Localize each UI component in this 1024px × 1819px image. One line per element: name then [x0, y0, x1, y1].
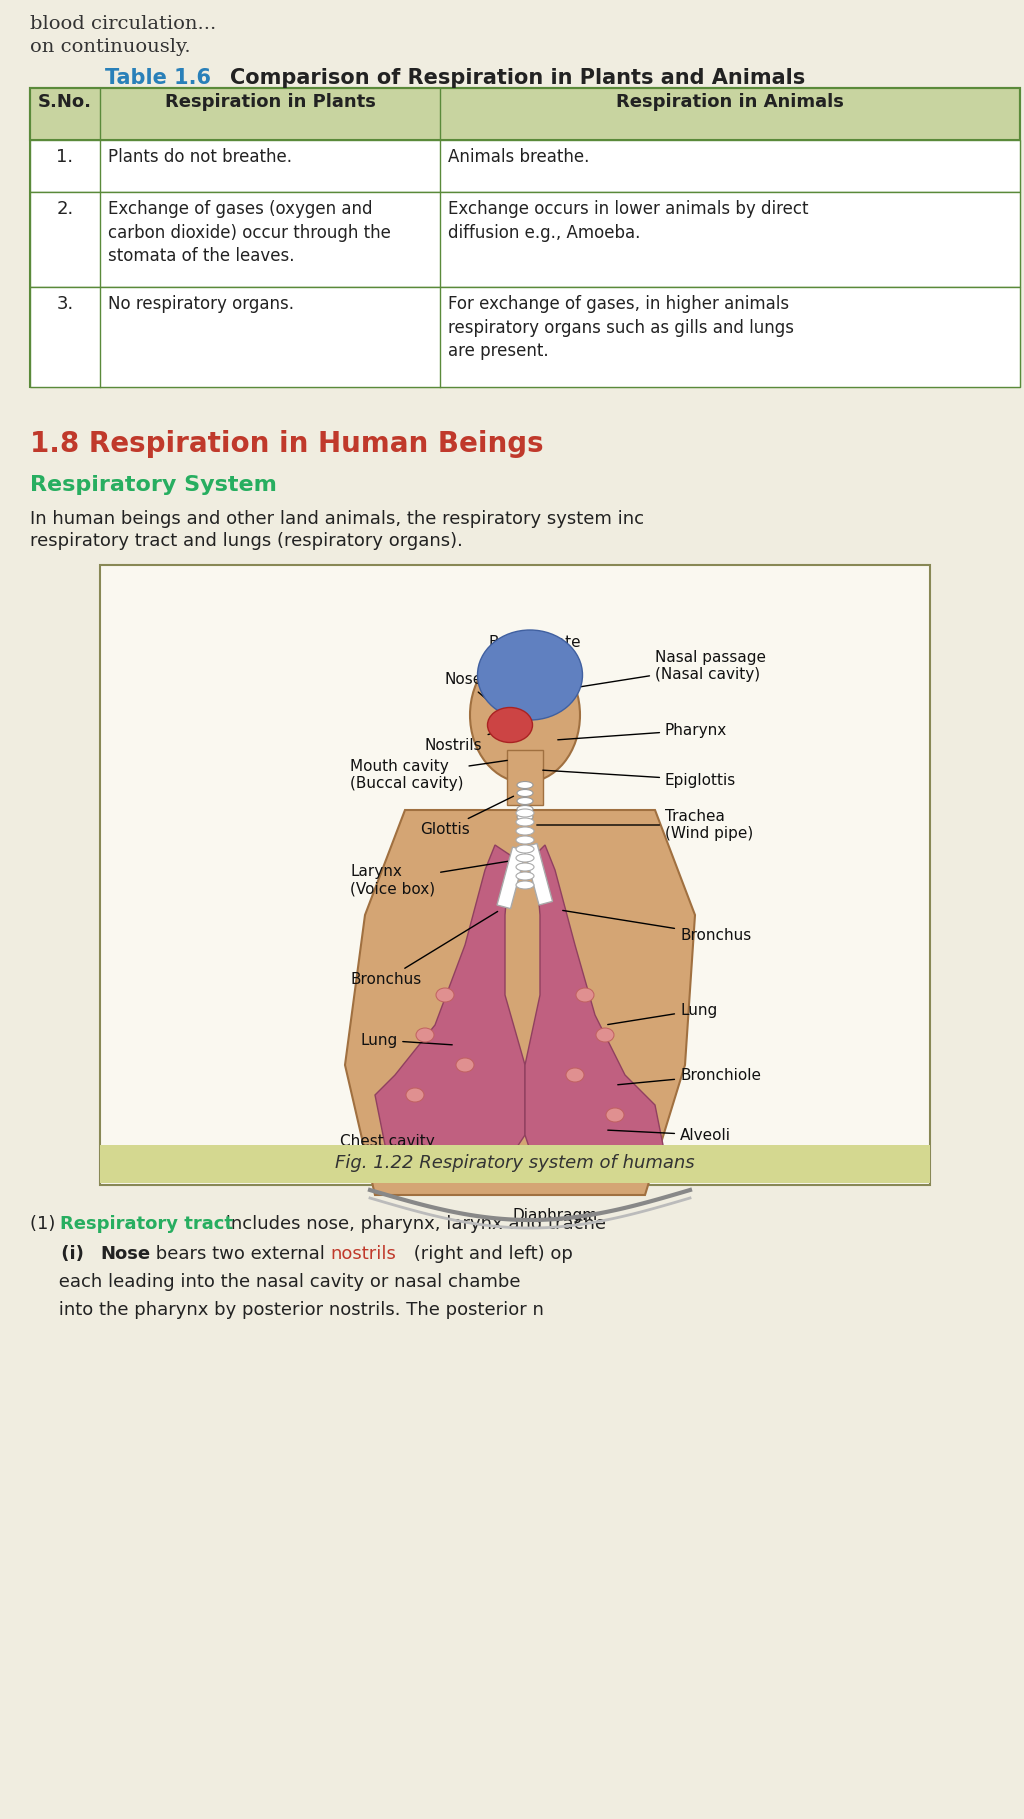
Text: No respiratory organs.: No respiratory organs. [108, 295, 294, 313]
Text: (i): (i) [30, 1244, 90, 1262]
Ellipse shape [487, 708, 532, 742]
Polygon shape [375, 846, 525, 1175]
Text: Respiratory tract: Respiratory tract [60, 1215, 233, 1233]
Ellipse shape [516, 862, 534, 871]
Ellipse shape [516, 846, 534, 853]
Bar [100, 1144, 930, 1182]
Text: Nose: Nose [100, 1244, 151, 1262]
Text: (right and left) op: (right and left) op [408, 1244, 572, 1262]
Bar [30, 193, 1020, 287]
Bar [30, 287, 1020, 387]
Text: blood circulation...: blood circulation... [30, 15, 216, 33]
Bar [507, 749, 543, 806]
Ellipse shape [606, 1108, 624, 1122]
FancyBboxPatch shape [30, 87, 1020, 140]
Text: each leading into the nasal cavity or nasal chambe: each leading into the nasal cavity or na… [30, 1273, 520, 1291]
Bar [100, 566, 930, 1184]
Text: on continuously.: on continuously. [30, 38, 190, 56]
Text: into the pharynx by posterior nostrils. The posterior n: into the pharynx by posterior nostrils. … [30, 1301, 544, 1319]
Polygon shape [345, 809, 695, 1195]
Text: Respiration in Animals: Respiration in Animals [616, 93, 844, 111]
Ellipse shape [516, 809, 534, 817]
Text: Respiratory System: Respiratory System [30, 475, 276, 495]
Ellipse shape [575, 988, 594, 1002]
Text: Bronchus: Bronchus [350, 911, 498, 988]
Ellipse shape [517, 813, 534, 820]
Ellipse shape [516, 853, 534, 862]
Text: Comparison of Respiration in Plants and Animals: Comparison of Respiration in Plants and … [230, 67, 805, 87]
Ellipse shape [516, 828, 534, 835]
Text: Trachea
(Wind pipe): Trachea (Wind pipe) [537, 809, 754, 840]
Text: Mouth cavity
(Buccal cavity): Mouth cavity (Buccal cavity) [350, 759, 507, 791]
Ellipse shape [406, 1088, 424, 1102]
Text: For exchange of gases, in higher animals
respiratory organs such as gills and lu: For exchange of gases, in higher animals… [449, 295, 794, 360]
Text: Fig. 1.22 Respiratory system of humans: Fig. 1.22 Respiratory system of humans [335, 1153, 695, 1171]
Text: Bronchus: Bronchus [563, 911, 752, 942]
Text: Glottis: Glottis [420, 797, 513, 837]
Text: Animals breathe.: Animals breathe. [449, 147, 590, 166]
Text: Epiglottis: Epiglottis [543, 769, 736, 788]
Text: Exchange occurs in lower animals by direct
diffusion e.g., Amoeba.: Exchange occurs in lower animals by dire… [449, 200, 809, 242]
Ellipse shape [517, 797, 534, 804]
Bar [497, 848, 526, 910]
Text: Chest cavity
(Thoracic cavity): Chest cavity (Thoracic cavity) [340, 1133, 468, 1166]
Text: Pharynx: Pharynx [558, 722, 727, 740]
Text: Respiration in Plants: Respiration in Plants [165, 93, 376, 111]
Text: Bony palate: Bony palate [489, 635, 581, 673]
Text: Nasal passage
(Nasal cavity): Nasal passage (Nasal cavity) [563, 649, 766, 689]
Ellipse shape [517, 806, 534, 813]
Ellipse shape [517, 782, 534, 788]
Text: Plants do not breathe.: Plants do not breathe. [108, 147, 292, 166]
Polygon shape [525, 846, 665, 1181]
Bar [30, 87, 1020, 387]
Text: S.No.: S.No. [38, 93, 92, 111]
Text: In human beings and other land animals, the respiratory system inc: In human beings and other land animals, … [30, 509, 644, 528]
Text: Diaphragm: Diaphragm [512, 1208, 598, 1222]
Text: Exchange of gases (oxygen and
carbon dioxide) occur through the
stomata of the l: Exchange of gases (oxygen and carbon dio… [108, 200, 391, 266]
Text: Nose: Nose [445, 673, 503, 713]
Text: 1.: 1. [56, 147, 74, 166]
Text: Nostrils: Nostrils [425, 731, 501, 753]
Text: (1): (1) [30, 1215, 61, 1233]
Text: 3.: 3. [56, 295, 74, 313]
Text: includes nose, pharynx, larynx and trache: includes nose, pharynx, larynx and trach… [220, 1215, 606, 1233]
Text: Bronchiole: Bronchiole [617, 1068, 761, 1084]
Text: Larynx
(Voice box): Larynx (Voice box) [350, 860, 513, 897]
Text: Table 1.6: Table 1.6 [105, 67, 211, 87]
Ellipse shape [517, 789, 534, 797]
Text: Alveoli: Alveoli [608, 1128, 731, 1142]
Ellipse shape [436, 988, 454, 1002]
Text: 1.8 Respiration in Human Beings: 1.8 Respiration in Human Beings [30, 429, 544, 458]
Ellipse shape [516, 837, 534, 844]
Text: Lung: Lung [607, 1002, 717, 1024]
Text: Lung: Lung [360, 1033, 453, 1048]
Ellipse shape [470, 648, 580, 782]
Text: respiratory tract and lungs (respiratory organs).: respiratory tract and lungs (respiratory… [30, 531, 463, 549]
Ellipse shape [516, 819, 534, 826]
Text: nostrils: nostrils [330, 1244, 396, 1262]
Ellipse shape [456, 1059, 474, 1071]
Ellipse shape [477, 629, 583, 720]
Bar [523, 844, 553, 906]
Text: 2.: 2. [56, 200, 74, 218]
Text: bears two external: bears two external [150, 1244, 331, 1262]
Ellipse shape [516, 871, 534, 880]
Ellipse shape [566, 1068, 584, 1082]
Bar [30, 140, 1020, 193]
Ellipse shape [416, 1028, 434, 1042]
Ellipse shape [596, 1028, 614, 1042]
Ellipse shape [516, 880, 534, 889]
